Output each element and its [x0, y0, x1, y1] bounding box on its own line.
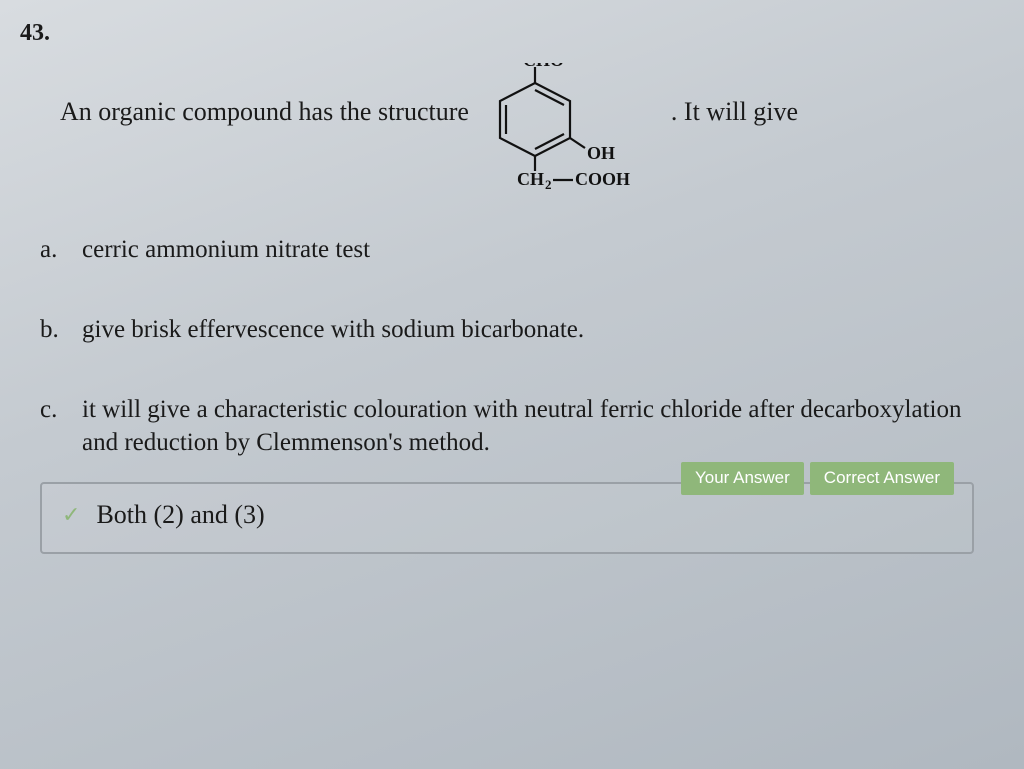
correct-answer-badge: Correct Answer — [810, 462, 954, 495]
label-cooh: COOH — [575, 169, 630, 189]
bond-to-oh — [570, 138, 585, 148]
benzene-ring — [500, 83, 570, 156]
option-b[interactable]: b. give brisk effervescence with sodium … — [40, 313, 994, 347]
question-stem-row: An organic compound has the structure CH… — [60, 63, 994, 193]
answer-badges: Your Answer Correct Answer — [681, 462, 954, 495]
option-b-text: give brisk effervescence with sodium bic… — [82, 313, 584, 347]
ring-double-bond-2 — [535, 134, 564, 149]
label-ch2-a: CH — [517, 169, 544, 189]
structure-diagram: CHO OH CH 2 COOH — [475, 63, 635, 193]
answer-block: Your Answer Correct Answer ✓ Both (2) an… — [20, 482, 994, 554]
option-a-letter: a. — [40, 233, 68, 267]
label-cho: CHO — [523, 63, 564, 70]
selected-answer-text: Both (2) and (3) — [96, 500, 264, 530]
label-ch2-sub: 2 — [545, 177, 552, 192]
option-a[interactable]: a. cerric ammonium nitrate test — [40, 233, 994, 267]
option-c-text: it will give a characteristic colouratio… — [82, 393, 994, 461]
ring-double-bond-1 — [535, 90, 564, 105]
option-c-letter: c. — [40, 393, 68, 461]
check-icon: ✓ — [62, 504, 80, 526]
option-c[interactable]: c. it will give a characteristic coloura… — [40, 393, 994, 461]
label-oh: OH — [587, 143, 615, 163]
question-number: 43. — [20, 20, 994, 47]
stem-text-pre: An organic compound has the structure — [60, 63, 469, 127]
options-list: a. cerric ammonium nitrate test b. give … — [40, 233, 994, 460]
option-b-letter: b. — [40, 313, 68, 347]
stem-text-post: . It will give — [671, 63, 798, 127]
your-answer-badge: Your Answer — [681, 462, 804, 495]
question-page: 43. An organic compound has the structur… — [0, 0, 1024, 574]
option-a-text: cerric ammonium nitrate test — [82, 233, 370, 267]
